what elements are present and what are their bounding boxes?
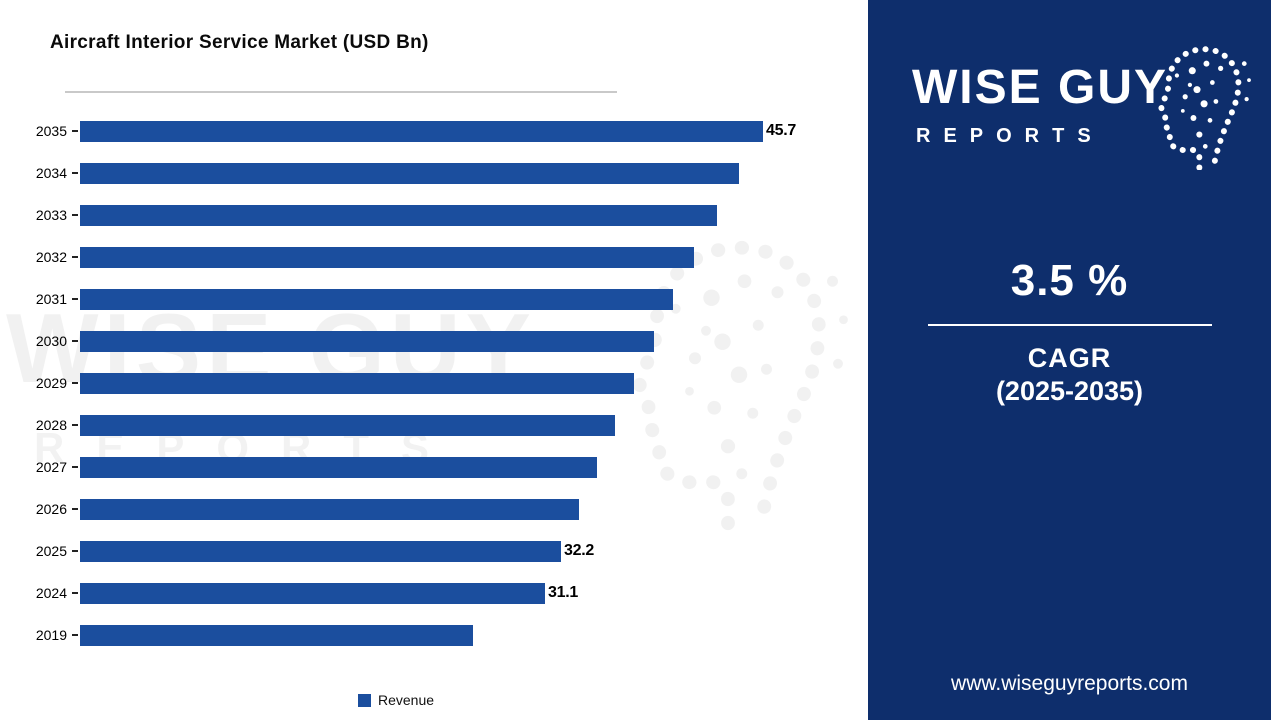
- bar-row: 2019: [0, 614, 860, 656]
- axis-tick: [72, 466, 78, 468]
- revenue-bar: [80, 498, 579, 520]
- legend-swatch: [358, 693, 371, 707]
- y-axis-label: 2029: [35, 375, 67, 391]
- legend-label: Revenue: [378, 692, 435, 708]
- right-panel: WISE GUY REPORTS 3.5 % CAGR (2025-2035) …: [868, 0, 1271, 720]
- revenue-bar: [80, 540, 561, 562]
- y-axis-label: 2030: [35, 333, 67, 349]
- axis-tick: [72, 298, 78, 300]
- bar-value-label: 45.7: [766, 122, 796, 139]
- revenue-bar: [80, 414, 615, 436]
- revenue-bar: [80, 456, 597, 478]
- cagr-value: 3.5 %: [1010, 256, 1129, 305]
- axis-tick: [72, 340, 78, 342]
- y-axis-label: 2031: [35, 291, 67, 307]
- bar-row: 2026: [0, 488, 860, 530]
- axis-tick: [72, 550, 78, 552]
- axis-tick: [72, 508, 78, 510]
- brand-subtitle: REPORTS: [916, 125, 1104, 147]
- chart-section: WISE GUY REPORTS Aircraft Interior Servi…: [0, 32, 860, 708]
- bar-row: 2034: [0, 152, 860, 194]
- brand-head-icon: [1158, 46, 1251, 170]
- y-axis-label: 2019: [35, 627, 67, 643]
- cagr-period: (2025-2035): [995, 376, 1144, 406]
- y-axis-label: 2027: [35, 459, 67, 475]
- bar-row: 2024 31.1: [0, 572, 860, 614]
- axis-tick: [72, 130, 78, 132]
- bar-value-label: 32.2: [564, 542, 594, 559]
- plot-area: 2035 45.7 2034 2033 2032 2031 2030 2029 2028 2027…: [0, 110, 860, 656]
- y-axis-label: 2025: [35, 543, 67, 559]
- bar-row: 2030: [0, 320, 860, 362]
- bar-row: 2029: [0, 362, 860, 404]
- cagr-divider: [927, 324, 1212, 326]
- y-axis-label: 2034: [35, 165, 67, 181]
- axis-tick: [72, 424, 78, 426]
- brand-name: WISE GUY: [912, 61, 1169, 114]
- y-axis-label: 2028: [35, 417, 67, 433]
- axis-tick: [72, 634, 78, 636]
- axis-tick: [72, 214, 78, 216]
- y-axis-label: 2035: [35, 123, 67, 139]
- axis-tick: [72, 256, 78, 258]
- bar-row: 2032: [0, 236, 860, 278]
- revenue-bar: [80, 288, 673, 310]
- title-underline: [65, 91, 617, 93]
- bar-row: 2035 45.7: [0, 110, 860, 152]
- axis-tick: [72, 382, 78, 384]
- revenue-bar: [80, 624, 473, 646]
- revenue-bar: [80, 204, 717, 226]
- axis-tick: [72, 172, 78, 174]
- brand-logo: WISE GUY REPORTS: [868, 46, 1271, 170]
- bar-row: 2028: [0, 404, 860, 446]
- bar-row: 2025 32.2: [0, 530, 860, 572]
- y-axis-label: 2026: [35, 501, 67, 517]
- revenue-bar: [80, 330, 654, 352]
- website-url: www.wiseguyreports.com: [951, 672, 1188, 695]
- bar-value-label: 31.1: [548, 584, 578, 601]
- cagr-label: CAGR: [1027, 343, 1112, 373]
- legend: Revenue: [358, 692, 434, 708]
- revenue-bar: [80, 246, 694, 268]
- revenue-bar: [80, 582, 545, 604]
- y-axis-label: 2033: [35, 207, 67, 223]
- y-axis-label: 2032: [35, 249, 67, 265]
- bar-row: 2033: [0, 194, 860, 236]
- revenue-bar: [80, 120, 763, 142]
- y-axis-label: 2024: [35, 585, 67, 601]
- chart-title: Aircraft Interior Service Market (USD Bn…: [50, 32, 429, 53]
- bar-row: 2027: [0, 446, 860, 488]
- bar-row: 2031: [0, 278, 860, 320]
- revenue-bar: [80, 162, 739, 184]
- cagr-block: 3.5 % CAGR (2025-2035): [868, 256, 1271, 408]
- revenue-bar: [80, 372, 634, 394]
- axis-tick: [72, 592, 78, 594]
